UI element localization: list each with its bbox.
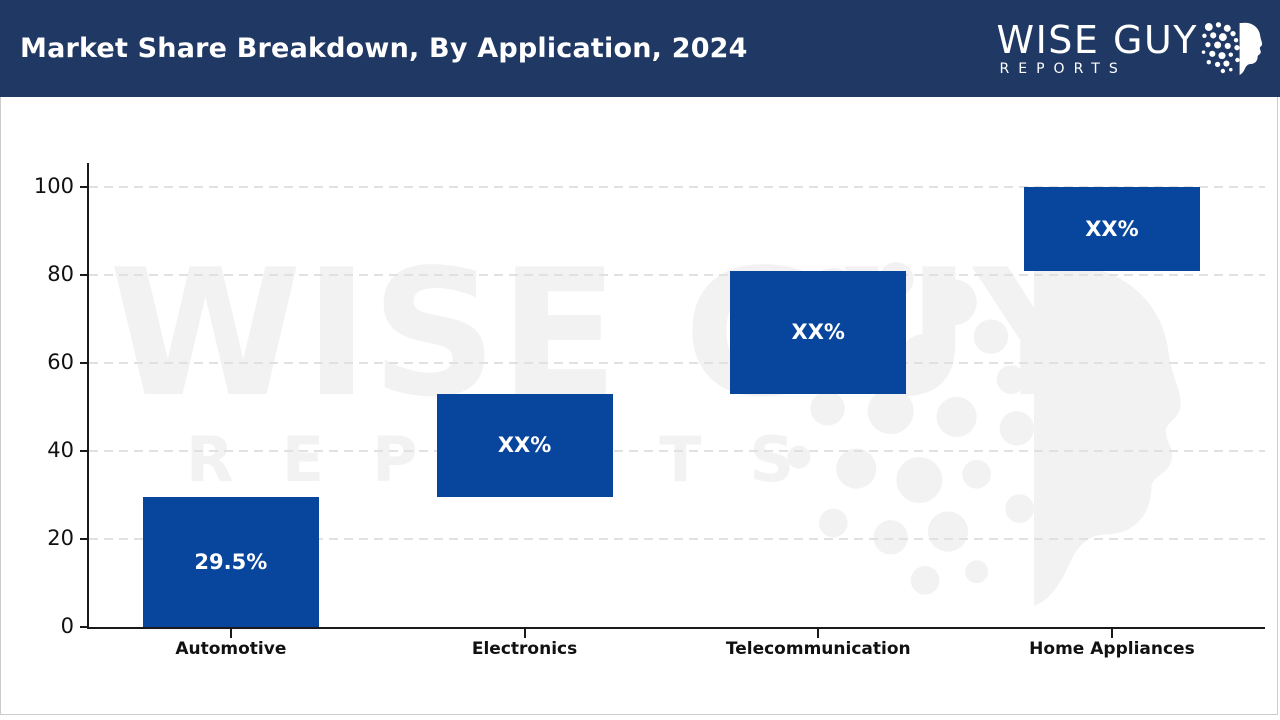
y-tick bbox=[80, 274, 89, 276]
x-category-label: Telecommunication bbox=[725, 639, 911, 659]
y-axis-line bbox=[87, 163, 89, 629]
logo-wordmark: WISE GUY bbox=[996, 18, 1198, 62]
x-tick bbox=[817, 629, 820, 638]
x-axis-line bbox=[87, 627, 1265, 629]
y-tick-label: 100 bbox=[33, 174, 74, 198]
y-tick-label: 0 bbox=[60, 614, 74, 638]
y-tick bbox=[80, 362, 89, 364]
gridline bbox=[89, 274, 1265, 276]
bar bbox=[730, 270, 907, 394]
logo-head-icon bbox=[1201, 21, 1263, 75]
header-bar: Market Share Breakdown, By Application, … bbox=[0, 0, 1280, 97]
y-tick bbox=[80, 186, 89, 188]
page-title: Market Share Breakdown, By Application, … bbox=[20, 33, 748, 64]
bar-value-label: 29.5% bbox=[194, 550, 268, 575]
bar bbox=[436, 393, 613, 498]
x-tick bbox=[229, 629, 232, 638]
x-category-label: Automotive bbox=[175, 639, 287, 659]
bar bbox=[142, 497, 319, 627]
bar-value-label: XX% bbox=[1085, 216, 1139, 241]
x-category-label: Home Appliances bbox=[1029, 639, 1195, 659]
y-tick-label: 20 bbox=[47, 526, 74, 550]
gridline bbox=[89, 450, 1265, 452]
y-tick bbox=[80, 538, 89, 540]
x-category-label: Electronics bbox=[471, 639, 578, 659]
watermark-wordmark: WISE GUY bbox=[109, 233, 1103, 436]
gridline bbox=[89, 362, 1265, 364]
y-tick-label: 60 bbox=[47, 350, 74, 374]
bar-value-label: XX% bbox=[791, 320, 845, 345]
gridline bbox=[89, 538, 1265, 540]
chart-area: WISE GUY REPORTS 02040608010029.5%Automo… bbox=[0, 97, 1278, 715]
logo-subtitle: REPORTS bbox=[999, 61, 1127, 77]
gridline bbox=[89, 186, 1265, 188]
y-tick bbox=[80, 450, 89, 452]
y-tick-label: 80 bbox=[47, 262, 74, 286]
y-tick-label: 40 bbox=[47, 438, 74, 462]
bar-value-label: XX% bbox=[497, 433, 552, 458]
brand-logo: WISE GUY REPORTS bbox=[997, 7, 1280, 91]
x-tick bbox=[1110, 629, 1113, 638]
y-tick bbox=[80, 626, 89, 628]
x-tick bbox=[523, 629, 526, 638]
bar bbox=[1023, 187, 1200, 271]
